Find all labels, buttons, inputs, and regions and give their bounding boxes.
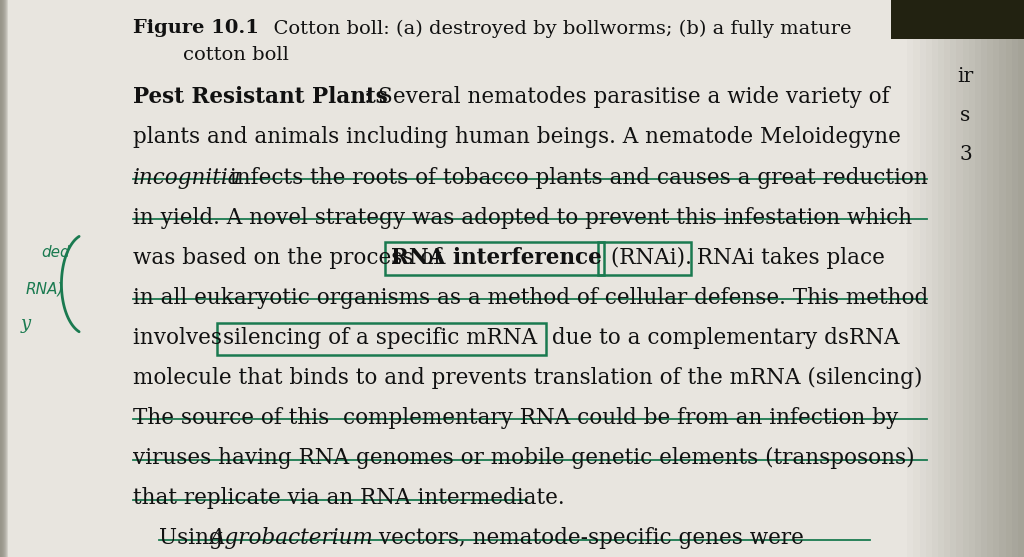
- Text: in all eukaryotic organisms as a method of cellular defense. This method: in all eukaryotic organisms as a method …: [133, 287, 929, 309]
- Text: : Several nematodes parasitise a wide variety of: : Several nematodes parasitise a wide va…: [364, 86, 889, 108]
- FancyBboxPatch shape: [999, 0, 1006, 557]
- Text: was based on the process of: was based on the process of: [133, 247, 449, 268]
- FancyBboxPatch shape: [926, 0, 932, 557]
- Text: Pest Resistant Plants: Pest Resistant Plants: [133, 86, 388, 108]
- Text: (RNAi).: (RNAi).: [604, 247, 692, 268]
- FancyBboxPatch shape: [0, 0, 7, 557]
- FancyBboxPatch shape: [0, 0, 4, 557]
- FancyBboxPatch shape: [0, 0, 8, 557]
- Text: Agrobacterium: Agrobacterium: [210, 527, 374, 549]
- Text: silencing of a specific mRNA: silencing of a specific mRNA: [223, 327, 538, 349]
- Text: involves: involves: [133, 327, 229, 349]
- FancyBboxPatch shape: [1012, 0, 1018, 557]
- FancyBboxPatch shape: [950, 0, 956, 557]
- FancyBboxPatch shape: [963, 0, 969, 557]
- FancyBboxPatch shape: [1006, 0, 1012, 557]
- Text: infects the roots of tobacco plants and causes a great reduction: infects the roots of tobacco plants and …: [223, 167, 928, 188]
- Text: Figure 10.1: Figure 10.1: [133, 19, 259, 37]
- Text: RNA interference: RNA interference: [391, 247, 602, 268]
- Text: ded: ded: [41, 245, 70, 260]
- Text: Using: Using: [159, 527, 229, 549]
- FancyBboxPatch shape: [944, 0, 950, 557]
- FancyBboxPatch shape: [987, 0, 993, 557]
- Text: in yield. A novel strategy was adopted to prevent this infestation which: in yield. A novel strategy was adopted t…: [133, 207, 912, 228]
- FancyBboxPatch shape: [0, 0, 5, 557]
- FancyBboxPatch shape: [975, 0, 981, 557]
- Text: plants and animals including human beings. A nematode Meloidegyne: plants and animals including human being…: [133, 126, 901, 148]
- FancyBboxPatch shape: [891, 0, 1024, 39]
- FancyBboxPatch shape: [956, 0, 963, 557]
- Text: The source of this  complementary RNA could be from an infection by: The source of this complementary RNA cou…: [133, 407, 898, 429]
- Text: Cotton boll: (a) destroyed by bollworms; (b) a fully mature: Cotton boll: (a) destroyed by bollworms;…: [261, 19, 852, 38]
- Text: due to a complementary dsRNA: due to a complementary dsRNA: [545, 327, 899, 349]
- Text: RNA): RNA): [26, 281, 63, 296]
- FancyBboxPatch shape: [0, 0, 6, 557]
- FancyBboxPatch shape: [932, 0, 938, 557]
- Text: molecule that binds to and prevents translation of the mRNA (silencing): molecule that binds to and prevents tran…: [133, 367, 923, 389]
- FancyBboxPatch shape: [938, 0, 944, 557]
- Text: viruses having RNA genomes or mobile genetic elements (transposons): viruses having RNA genomes or mobile gen…: [133, 447, 914, 470]
- FancyBboxPatch shape: [981, 0, 987, 557]
- Text: ir: ir: [957, 67, 974, 86]
- Text: that replicate via an RNA intermediate.: that replicate via an RNA intermediate.: [133, 487, 565, 509]
- FancyBboxPatch shape: [993, 0, 999, 557]
- FancyBboxPatch shape: [969, 0, 975, 557]
- FancyBboxPatch shape: [920, 0, 926, 557]
- Text: cotton boll: cotton boll: [133, 46, 289, 63]
- Text: s: s: [959, 106, 970, 125]
- FancyBboxPatch shape: [1018, 0, 1024, 557]
- Text: 3: 3: [959, 145, 972, 164]
- Text: y: y: [20, 315, 31, 333]
- Text: RNAi takes place: RNAi takes place: [690, 247, 885, 268]
- Text: incognitia: incognitia: [133, 167, 242, 188]
- Text: vectors, nematode-specific genes were: vectors, nematode-specific genes were: [372, 527, 804, 549]
